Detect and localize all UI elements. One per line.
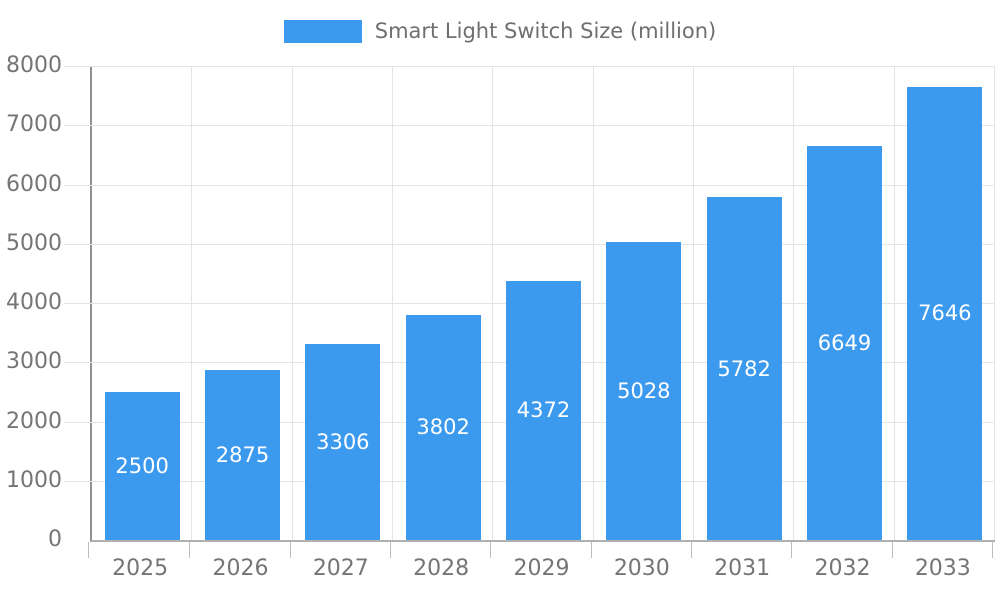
y-axis-tick-label: 8000 [6, 53, 62, 78]
x-tick-mark [290, 542, 291, 558]
bar-value-label: 2875 [215, 442, 270, 467]
bar-2030[interactable]: 5028 [606, 242, 682, 540]
x-tick-mark [88, 542, 89, 558]
x-tick-mark [390, 542, 391, 558]
y-axis-tick-label: 7000 [6, 112, 62, 138]
bar-2029[interactable]: 4372 [506, 280, 581, 540]
x-axis-tick-label: 2030 [613, 556, 670, 581]
x-axis-tick-label: 2029 [513, 556, 570, 581]
bar-value-label: 3802 [416, 415, 470, 440]
plot-area: 2500 2875 3306 3802 4372 5028 5782 6649 7646 [64, 66, 995, 542]
v-gridline [392, 66, 393, 540]
x-tick-mark [189, 542, 190, 558]
x-tick-mark [892, 542, 893, 558]
v-gridline [592, 66, 594, 540]
legend-swatch[interactable] [283, 19, 362, 43]
bar-value-label: 6649 [817, 331, 872, 356]
v-gridline [994, 66, 995, 540]
y-axis-tick-label: 1000 [6, 467, 62, 493]
x-tick-mark [691, 542, 692, 558]
bar-value-label: 3306 [316, 430, 370, 455]
x-axis-tick-label: 2032 [814, 556, 871, 581]
bar-2031[interactable]: 5782 [706, 197, 782, 540]
bar-2026[interactable]: 2875 [205, 369, 280, 540]
v-gridline [693, 66, 694, 540]
bar-value-label: 5028 [617, 379, 671, 404]
v-gridline [492, 66, 494, 540]
v-gridline [191, 66, 193, 540]
v-gridline [291, 66, 293, 540]
bar-value-label: 7646 [918, 301, 972, 326]
y-axis-tick-label: 5000 [6, 230, 62, 256]
bar-2027[interactable]: 3306 [305, 344, 381, 540]
x-axis-tick-label: 2026 [212, 556, 269, 581]
bar-value-label: 2500 [115, 453, 169, 478]
x-axis-tick-label: 2027 [312, 556, 369, 581]
y-axis-tick-label: 3000 [6, 349, 62, 375]
x-axis-tick-label: 2033 [914, 556, 971, 581]
h-gridline [64, 243, 995, 245]
y-axis-tick-label: 4000 [6, 290, 62, 315]
y-axis-tick-label: 6000 [6, 171, 62, 197]
h-gridline [64, 184, 995, 186]
bar-value-label: 5782 [717, 356, 771, 381]
y-axis-tick-label: 0 [48, 527, 62, 552]
x-tick-mark [490, 542, 491, 558]
bar-2028[interactable]: 3802 [405, 314, 481, 540]
x-tick-mark [791, 542, 792, 558]
bar-value-label: 4372 [516, 398, 571, 423]
bar-2025[interactable]: 2500 [104, 391, 180, 540]
bar-2033[interactable]: 7646 [907, 86, 983, 540]
legend[interactable]: Smart Light Switch Size (million) [0, 17, 1000, 45]
v-gridline [893, 66, 895, 540]
h-gridline [64, 125, 995, 127]
h-gridline [64, 66, 995, 67]
legend-label: Smart Light Switch Size (million) [374, 19, 717, 43]
x-axis-tick-label: 2031 [714, 556, 771, 581]
x-tick-mark [591, 542, 592, 558]
x-tick-mark [992, 542, 993, 558]
y-axis-tick-label: 2000 [6, 408, 62, 434]
v-gridline [793, 66, 795, 540]
x-axis-tick-label: 2025 [112, 556, 169, 581]
bar-2032[interactable]: 6649 [807, 146, 882, 540]
x-axis-tick-label: 2028 [413, 556, 470, 581]
